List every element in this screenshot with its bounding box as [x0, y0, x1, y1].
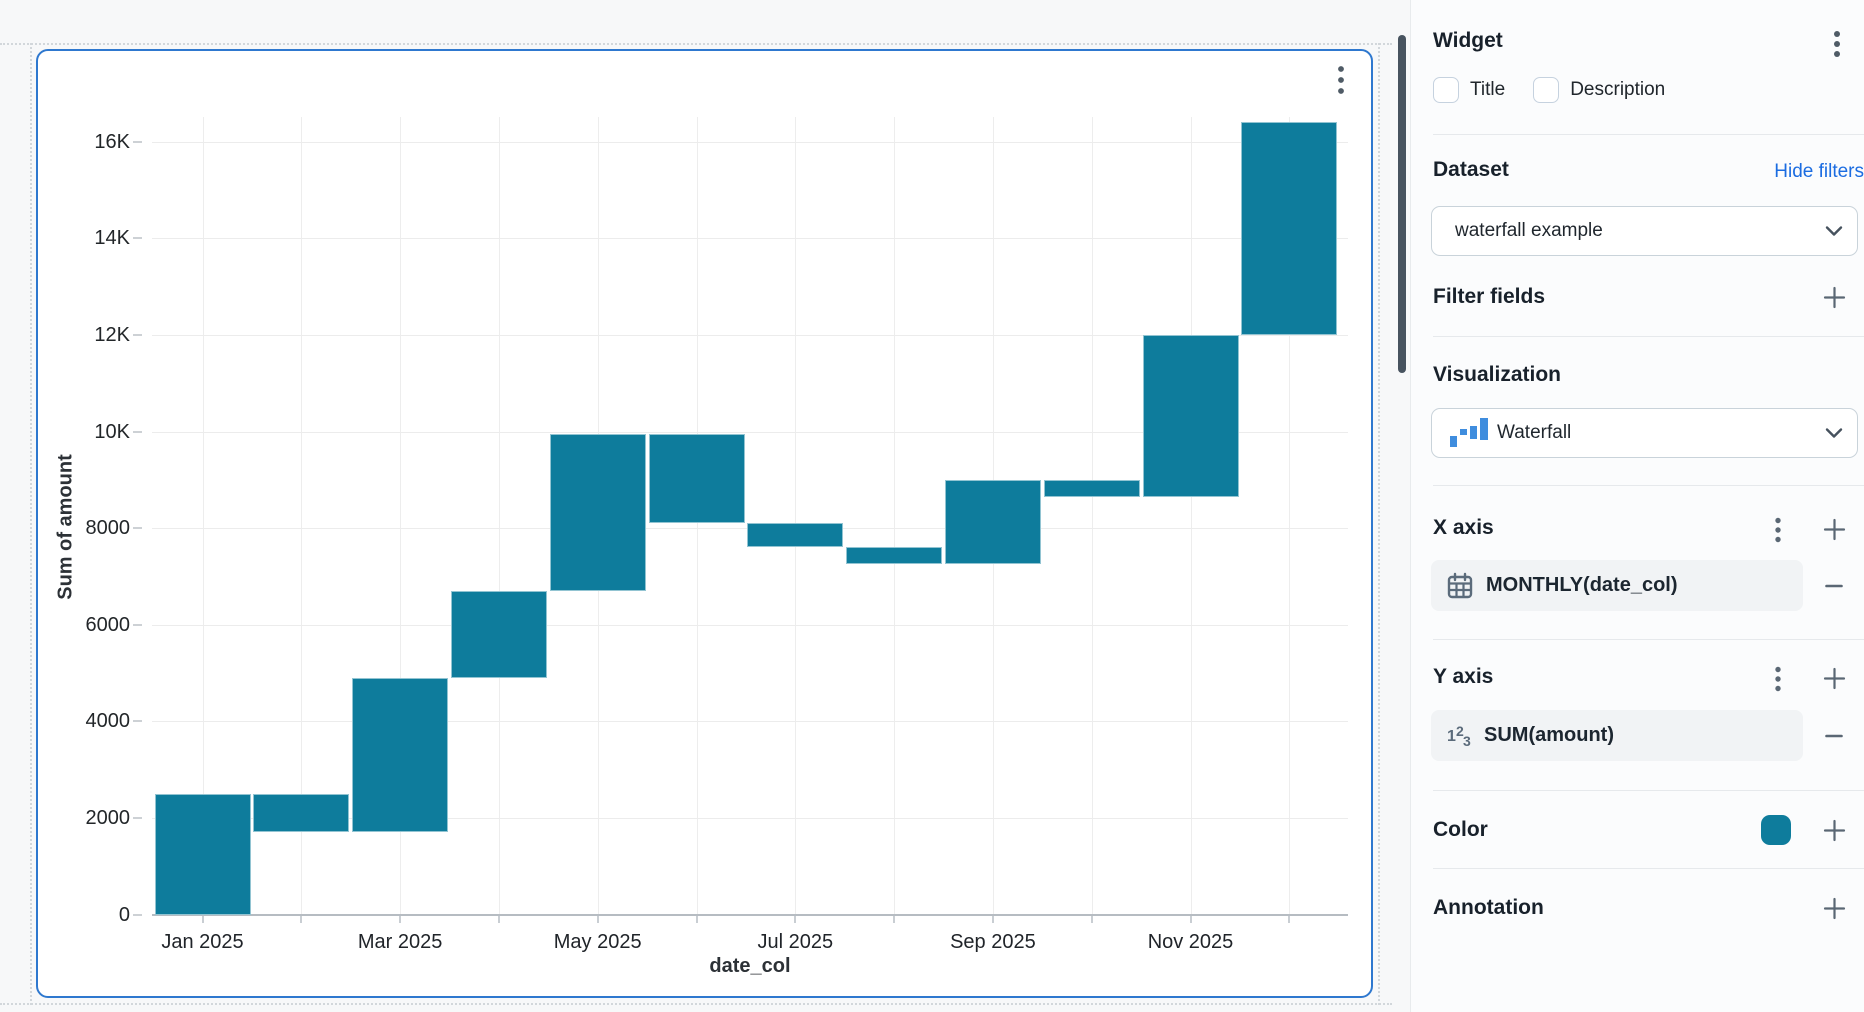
filter-fields-heading: Filter fields	[1433, 285, 1546, 308]
add-y-axis-field-icon[interactable]	[1823, 667, 1846, 690]
x-axis-field-pill[interactable]: MONTHLY(date_col)	[1431, 560, 1803, 611]
widget-menu-icon[interactable]	[1831, 30, 1843, 60]
divider	[1433, 336, 1864, 337]
divider	[1433, 639, 1864, 640]
waterfall-bar[interactable]	[154, 793, 251, 915]
waterfall-bar[interactable]	[1043, 479, 1140, 497]
chevron-down-icon	[1825, 428, 1843, 438]
color-swatch[interactable]	[1761, 815, 1791, 845]
x-axis-heading: X axis	[1433, 516, 1494, 539]
divider	[1433, 485, 1864, 486]
y-axis-menu-icon[interactable]	[1773, 666, 1783, 692]
add-x-axis-field-icon[interactable]	[1823, 518, 1846, 541]
visualization-heading: Visualization	[1433, 363, 1561, 386]
widget-config-panel: Widget Title Description Dataset Hide fi…	[1410, 0, 1864, 1012]
remove-y-axis-field-icon[interactable]	[1824, 726, 1844, 746]
widget-toggle-row: Title Description	[1433, 77, 1665, 103]
number-123-icon: 1 2 3	[1447, 722, 1471, 749]
remove-x-axis-field-icon[interactable]	[1824, 576, 1844, 596]
dataset-select-value: waterfall example	[1455, 220, 1603, 241]
add-color-field-icon[interactable]	[1823, 819, 1846, 842]
y-axis-field-label: SUM(amount)	[1484, 724, 1614, 746]
canvas-grid-guide	[1378, 43, 1380, 1005]
chevron-down-icon	[1825, 226, 1843, 236]
y-axis-field-pill[interactable]: 1 2 3 SUM(amount)	[1431, 710, 1803, 761]
x-axis-menu-icon[interactable]	[1773, 517, 1783, 543]
waterfall-bar[interactable]	[648, 433, 745, 524]
canvas-grid-guide	[0, 43, 1392, 45]
divider	[1433, 134, 1864, 135]
title-checkbox-label: Title	[1470, 79, 1506, 100]
description-checkbox[interactable]	[1533, 77, 1560, 103]
widget-card-menu-icon[interactable]	[1335, 64, 1347, 98]
waterfall-widget-card[interactable]	[36, 49, 1373, 998]
waterfall-bar[interactable]	[450, 590, 547, 678]
calendar-icon	[1447, 572, 1473, 598]
divider	[1433, 790, 1864, 791]
canvas-grid-guide	[30, 43, 32, 1005]
canvas-grid-guide	[0, 1003, 1392, 1005]
visualization-select-value: Waterfall	[1497, 422, 1572, 443]
annotation-heading: Annotation	[1433, 896, 1544, 919]
waterfall-bar[interactable]	[352, 677, 449, 833]
waterfall-bar[interactable]	[253, 793, 350, 833]
dataset-heading: Dataset	[1433, 158, 1509, 181]
color-heading: Color	[1433, 818, 1488, 841]
add-annotation-icon[interactable]	[1823, 897, 1846, 920]
add-filter-field-icon[interactable]	[1823, 286, 1846, 309]
description-checkbox-label: Description	[1570, 79, 1666, 100]
waterfall-chart-icon	[1450, 418, 1488, 447]
waterfall-bar[interactable]	[1142, 334, 1239, 497]
visualization-select[interactable]: Waterfall	[1431, 408, 1858, 458]
x-axis-field-label: MONTHLY(date_col)	[1486, 574, 1678, 596]
waterfall-bar[interactable]	[549, 433, 646, 591]
y-axis-heading: Y axis	[1433, 665, 1494, 688]
waterfall-bar[interactable]	[747, 523, 844, 548]
panel-title: Widget	[1433, 29, 1503, 52]
waterfall-bar[interactable]	[846, 547, 943, 565]
canvas-scrollbar-thumb[interactable]	[1398, 35, 1406, 373]
hide-filters-link[interactable]: Hide filters	[1774, 161, 1864, 182]
waterfall-bar[interactable]	[944, 479, 1041, 565]
divider	[1433, 868, 1864, 869]
title-checkbox[interactable]	[1433, 77, 1459, 103]
waterfall-bar[interactable]	[1241, 122, 1338, 335]
dataset-select[interactable]: waterfall example	[1431, 206, 1858, 256]
